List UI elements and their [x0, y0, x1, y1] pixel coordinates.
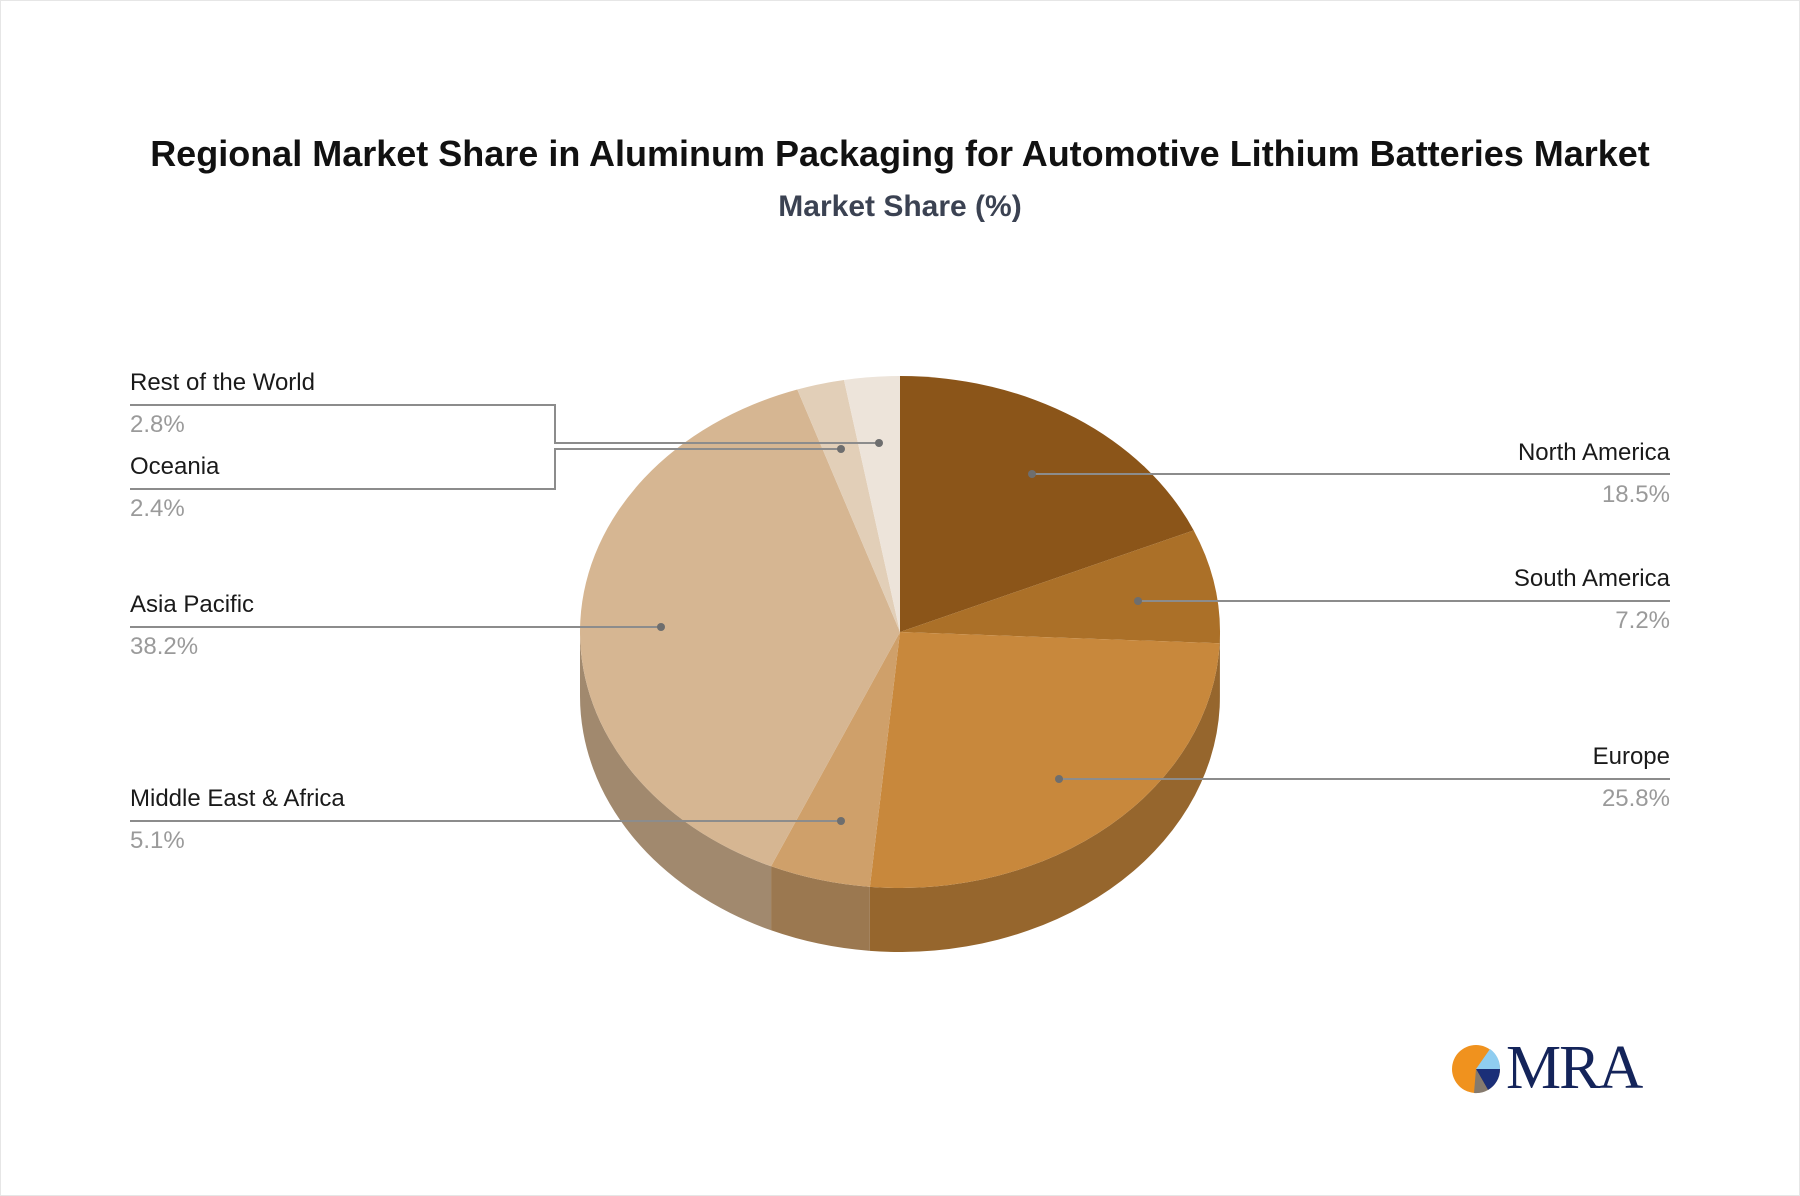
- mra-logo: MRA: [1448, 1036, 1648, 1100]
- chart-title: Regional Market Share in Aluminum Packag…: [150, 133, 1650, 174]
- value-north-america: 18.5%: [1601, 481, 1670, 508]
- leader-dot: [837, 817, 845, 825]
- leader-dot: [1134, 597, 1142, 605]
- value-asia-pacific: 38.2%: [130, 633, 199, 660]
- leader-dot: [657, 623, 665, 631]
- pie-slice-europe[interactable]: [869, 632, 1220, 888]
- label-south-america: South America: [1513, 565, 1670, 592]
- pie-side-middle-east-africa: [771, 866, 870, 951]
- label-europe: Europe: [1592, 743, 1670, 770]
- value-rest-of-world: 2.8%: [130, 411, 185, 438]
- label-rest-of-world: Rest of the World: [130, 369, 315, 396]
- logo-text: MRA: [1506, 1034, 1643, 1102]
- pie-side-asia-pacific: [580, 632, 772, 931]
- pie-slice-middle-east-africa[interactable]: [771, 632, 900, 887]
- value-oceania: 2.4%: [130, 495, 185, 522]
- leader-dot: [1055, 775, 1063, 783]
- value-middle-east-africa: 5.1%: [130, 827, 185, 854]
- pie-slice-north-america[interactable]: [900, 376, 1194, 632]
- pie-slice-rest-of-world[interactable]: [843, 376, 900, 632]
- leader-lines: [130, 404, 1670, 825]
- pie-slice-south-america[interactable]: [900, 530, 1220, 644]
- pie-slices: [579, 376, 1220, 888]
- leader-dot: [837, 445, 845, 453]
- value-europe: 25.8%: [1601, 785, 1670, 812]
- chart-subtitle: Market Share (%): [778, 190, 1022, 223]
- leader-line: [130, 448, 841, 490]
- pie-slice-asia-pacific[interactable]: [579, 389, 900, 867]
- label-oceania: Oceania: [130, 453, 220, 480]
- label-north-america: North America: [1517, 439, 1670, 466]
- leader-line: [130, 404, 879, 444]
- value-south-america: 7.2%: [1615, 607, 1670, 634]
- label-asia-pacific: Asia Pacific: [130, 591, 255, 618]
- leader-dot: [1028, 470, 1036, 478]
- leader-dot: [875, 439, 883, 447]
- label-middle-east-africa: Middle East & Africa: [130, 785, 345, 812]
- pie-side-europe: [869, 643, 1220, 952]
- pie-side-walls: [580, 632, 1220, 952]
- logo-pie-icon: [1452, 1045, 1501, 1094]
